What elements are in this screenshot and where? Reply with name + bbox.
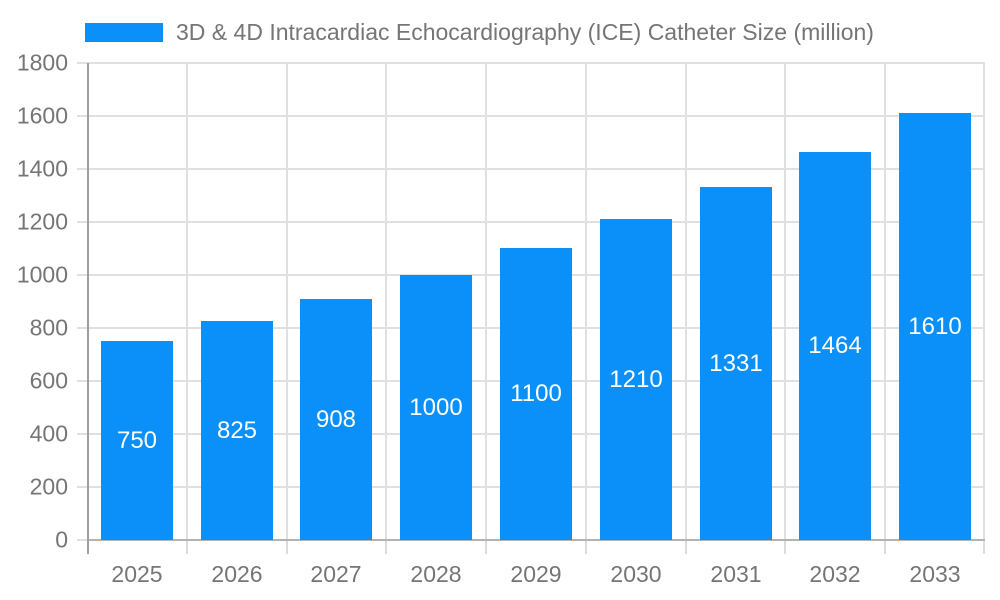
x-axis-tick bbox=[385, 540, 387, 554]
bar-value-label: 908 bbox=[315, 405, 357, 433]
bar-value-label: 1100 bbox=[510, 380, 562, 407]
gridline-vertical bbox=[585, 63, 587, 540]
y-axis-tick bbox=[77, 62, 87, 64]
y-axis-tick bbox=[77, 221, 87, 223]
x-axis-tick bbox=[186, 540, 188, 554]
x-axis-line bbox=[87, 539, 985, 541]
bar-value-label: 1464 bbox=[808, 332, 862, 359]
x-axis-tick-label: 2025 bbox=[111, 561, 163, 587]
bar-2032[interactable]: 1464 bbox=[799, 152, 871, 540]
x-axis-tick bbox=[884, 540, 886, 554]
bar-2028[interactable]: 1000 bbox=[400, 275, 472, 540]
y-axis-tick bbox=[77, 380, 87, 382]
y-axis-tick bbox=[77, 539, 87, 541]
y-axis-tick bbox=[77, 486, 87, 488]
gridline-horizontal bbox=[87, 221, 985, 223]
x-axis-tick-label: 2028 bbox=[410, 561, 462, 587]
y-axis-tick-label: 1600 bbox=[16, 102, 68, 129]
x-axis-tick bbox=[685, 540, 687, 554]
y-axis-tick bbox=[77, 327, 87, 329]
x-axis-tick-label: 2033 bbox=[909, 561, 961, 587]
x-axis-tick-label: 2029 bbox=[510, 561, 562, 587]
x-axis-tick bbox=[784, 540, 786, 554]
y-axis-tick-label: 400 bbox=[29, 420, 68, 447]
bar-value-label: 1000 bbox=[409, 393, 463, 421]
gridline-horizontal bbox=[87, 115, 985, 117]
legend-swatch-icon bbox=[85, 22, 163, 42]
gridline-vertical bbox=[784, 63, 786, 540]
bar-value-label: 1210 bbox=[609, 365, 663, 393]
y-axis-tick bbox=[77, 433, 87, 435]
bar-2025[interactable]: 750 bbox=[101, 341, 173, 540]
bar-2031[interactable]: 1331 bbox=[700, 187, 772, 540]
gridline-vertical bbox=[485, 63, 487, 540]
gridline-horizontal bbox=[87, 62, 985, 64]
y-axis-tick bbox=[77, 274, 87, 276]
y-axis-tick-label: 200 bbox=[29, 473, 68, 500]
bar-2033[interactable]: 1610 bbox=[899, 113, 971, 540]
gridline-vertical bbox=[286, 63, 288, 540]
bar-value-label: 1610 bbox=[908, 312, 962, 340]
x-axis-tick bbox=[286, 540, 288, 554]
y-axis-tick-label: 1400 bbox=[16, 155, 68, 182]
bar-value-label: 1331 bbox=[709, 349, 763, 377]
bar-2029[interactable]: 1100 bbox=[500, 248, 572, 540]
y-axis-tick-label: 600 bbox=[29, 367, 68, 394]
bar-value-label: 825 bbox=[216, 416, 258, 444]
x-axis-tick-label: 2031 bbox=[710, 561, 762, 587]
bar-2026[interactable]: 825 bbox=[201, 321, 273, 540]
y-axis-tick bbox=[77, 168, 87, 170]
legend-item[interactable]: 3D & 4D Intracardiac Echocardiography (I… bbox=[85, 19, 874, 46]
x-axis-tick-label: 2026 bbox=[211, 561, 263, 587]
gridline-horizontal bbox=[87, 168, 985, 170]
gridline-vertical bbox=[685, 63, 687, 540]
x-axis-labels: 2025 2026 2027 2028 2029 2030 2031 2032 2033 bbox=[87, 561, 985, 591]
y-axis-tick-label: 1800 bbox=[16, 49, 68, 76]
x-axis-tick bbox=[485, 540, 487, 554]
y-axis-labels: 0 200 400 600 800 1000 1200 1400 1600 1800 bbox=[0, 50, 68, 553]
y-axis-tick-label: 800 bbox=[29, 314, 68, 341]
y-axis-line bbox=[87, 63, 89, 554]
plot-area: 750 825 908 1000 1100 1210 1331 1464 1610 bbox=[77, 62, 985, 554]
x-axis-tick bbox=[585, 540, 587, 554]
x-axis-tick-label: 2032 bbox=[809, 561, 861, 587]
bar-value-label: 750 bbox=[116, 426, 158, 454]
legend: 3D & 4D Intracardiac Echocardiography (I… bbox=[85, 19, 874, 45]
bar-2030[interactable]: 1210 bbox=[600, 219, 672, 540]
gridline-vertical bbox=[385, 63, 387, 540]
legend-label: 3D & 4D Intracardiac Echocardiography (I… bbox=[176, 18, 874, 45]
y-axis-tick-label: 0 bbox=[55, 526, 68, 553]
gridline-vertical bbox=[884, 63, 886, 540]
x-axis-tick-label: 2027 bbox=[310, 561, 362, 587]
x-axis-tick-label: 2030 bbox=[610, 561, 662, 587]
x-axis-tick bbox=[983, 540, 985, 554]
gridline-vertical bbox=[983, 63, 985, 540]
y-axis-tick bbox=[77, 115, 87, 117]
bar-2027[interactable]: 908 bbox=[300, 299, 372, 540]
gridline-vertical bbox=[186, 63, 188, 540]
y-axis-tick-label: 1200 bbox=[16, 208, 68, 235]
y-axis-tick-label: 1000 bbox=[16, 261, 68, 288]
